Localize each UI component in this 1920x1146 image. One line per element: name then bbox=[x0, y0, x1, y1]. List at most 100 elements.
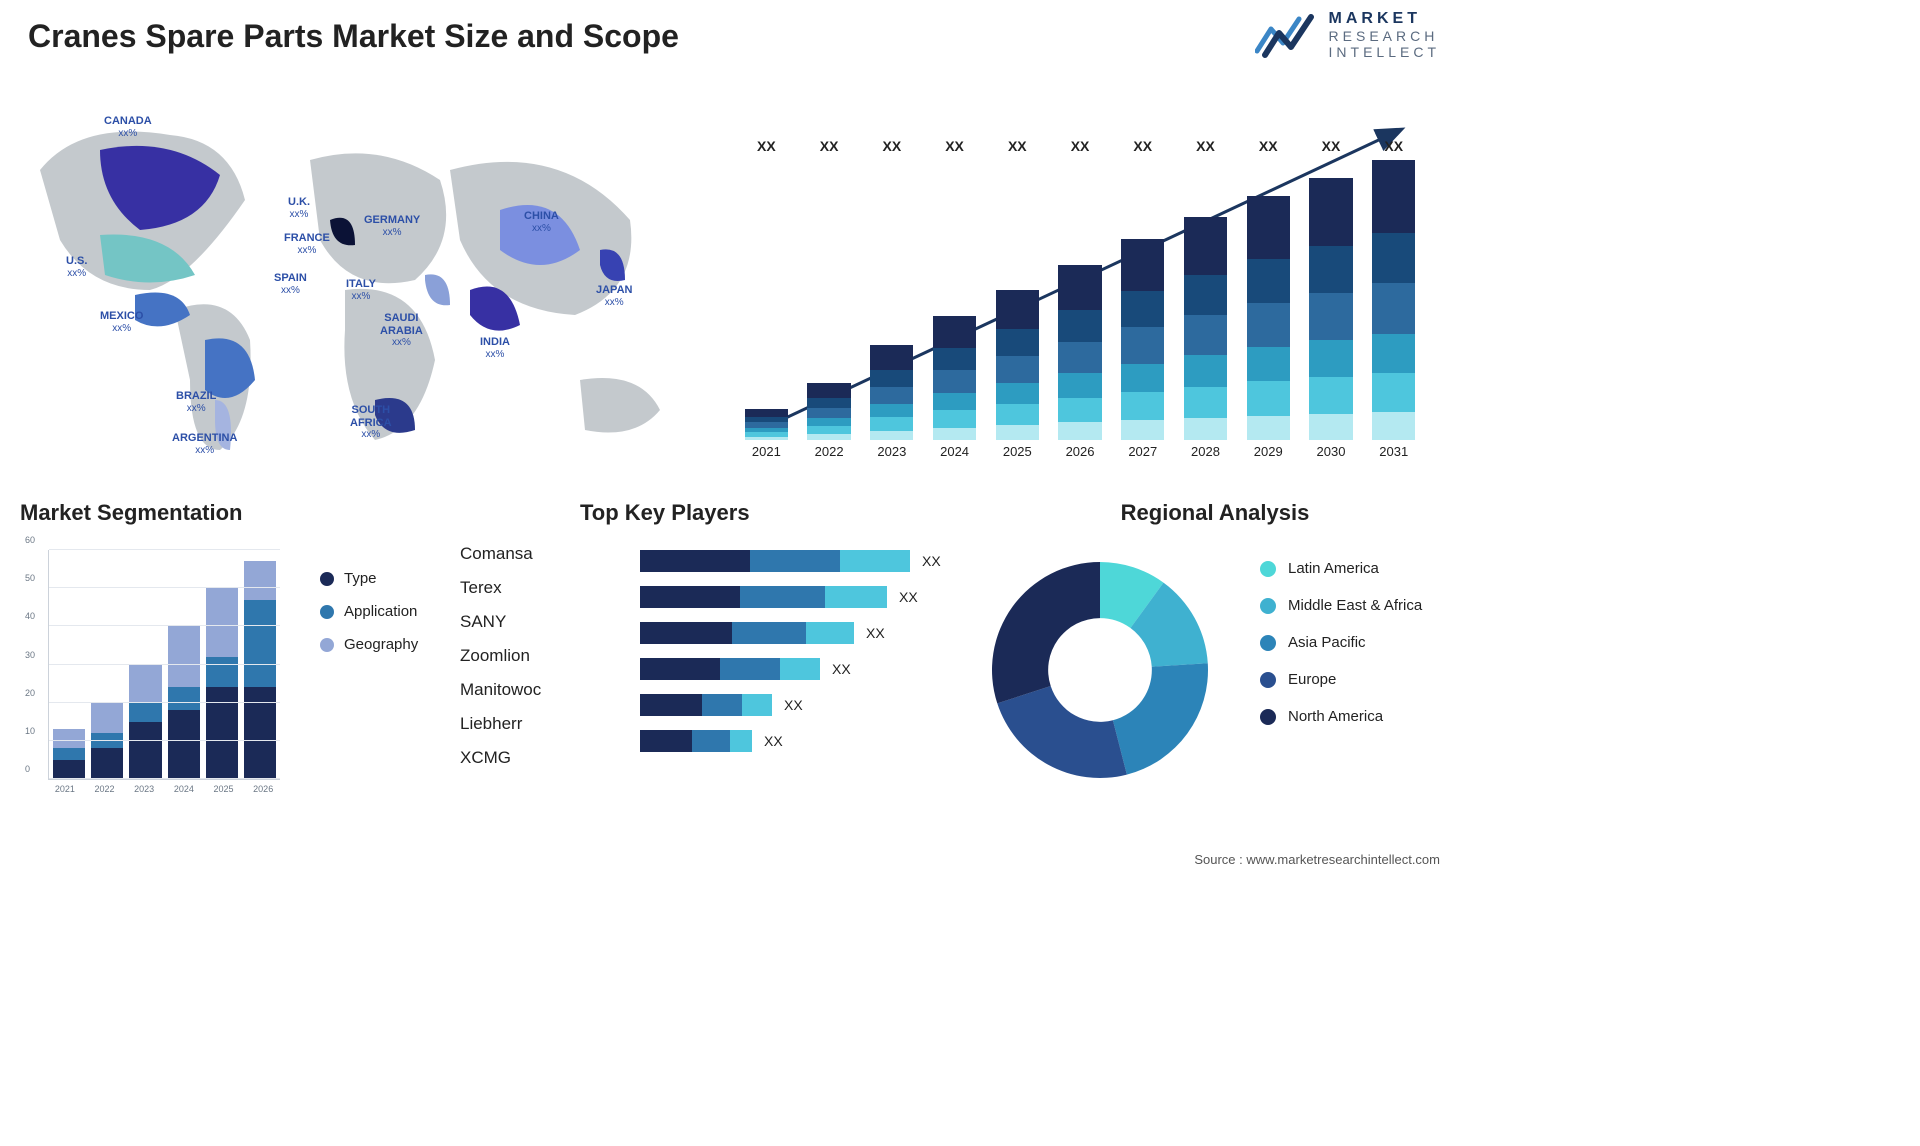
world-map-panel: CANADAxx%U.S.xx%MEXICOxx%BRAZILxx%ARGENT… bbox=[20, 80, 700, 470]
region-legend-item: Middle East & Africa bbox=[1260, 597, 1422, 614]
map-label-france: FRANCExx% bbox=[284, 232, 330, 256]
company-name: SANY bbox=[460, 612, 541, 632]
player-bar-row: XX bbox=[640, 622, 980, 644]
company-name: XCMG bbox=[460, 748, 541, 768]
segmentation-chart: 0102030405060 202120222023202420252026 bbox=[20, 544, 280, 804]
map-label-canada: CANADAxx% bbox=[104, 115, 152, 139]
donut-slice bbox=[992, 562, 1100, 703]
forecast-bar-chart: XXXXXXXXXXXXXXXXXXXXXX 20212022202320242… bbox=[740, 100, 1420, 470]
regional-donut-chart bbox=[980, 550, 1220, 790]
key-players-panel: Top Key Players XX XX XX XX XX XX bbox=[580, 500, 980, 820]
seg-ytick: 60 bbox=[25, 535, 35, 545]
logo-text-1: MARKET bbox=[1329, 10, 1440, 28]
logo-text-3: INTELLECT bbox=[1329, 44, 1440, 60]
forecast-year-label: 2031 bbox=[1367, 444, 1420, 470]
company-name: Manitowoc bbox=[460, 680, 541, 700]
forecast-bar-2028: XX bbox=[1179, 160, 1232, 440]
company-name: Zoomlion bbox=[460, 646, 541, 666]
map-label-argentina: ARGENTINAxx% bbox=[172, 432, 237, 456]
regional-legend: Latin AmericaMiddle East & AfricaAsia Pa… bbox=[1260, 560, 1422, 725]
logo-mark-icon bbox=[1255, 11, 1319, 59]
map-label-saudi-arabia: SAUDIARABIAxx% bbox=[380, 312, 423, 349]
forecast-year-label: 2028 bbox=[1179, 444, 1232, 470]
seg-ytick: 40 bbox=[25, 611, 35, 621]
forecast-year-label: 2021 bbox=[740, 444, 793, 470]
forecast-bar-2024: XX bbox=[928, 160, 981, 440]
brand-logo: MARKET RESEARCH INTELLECT bbox=[1255, 10, 1440, 60]
map-label-japan: JAPANxx% bbox=[596, 284, 632, 308]
forecast-bar-value: XX bbox=[1008, 138, 1027, 286]
forecast-bar-value: XX bbox=[820, 138, 839, 379]
seg-legend-item: Geography bbox=[320, 636, 418, 653]
player-bar-row: XX bbox=[640, 694, 980, 716]
seg-year-label: 2025 bbox=[207, 784, 241, 804]
map-label-u-k-: U.K.xx% bbox=[288, 196, 310, 220]
forecast-bar-value: XX bbox=[1322, 138, 1341, 174]
seg-legend-item: Type bbox=[320, 570, 418, 587]
companies-list: Comansa Terex SANY Zoomlion Manitowoc Liebher… bbox=[460, 544, 541, 768]
page-title: Cranes Spare Parts Market Size and Scope bbox=[28, 18, 679, 55]
seg-ytick: 20 bbox=[25, 688, 35, 698]
forecast-year-label: 2029 bbox=[1242, 444, 1295, 470]
forecast-year-label: 2023 bbox=[865, 444, 918, 470]
region-legend-item: North America bbox=[1260, 708, 1422, 725]
seg-ytick: 0 bbox=[25, 764, 30, 774]
seg-bar-2026 bbox=[244, 561, 276, 779]
player-bar-value: XX bbox=[784, 697, 803, 713]
key-players-title: Top Key Players bbox=[580, 500, 980, 526]
forecast-bar-value: XX bbox=[945, 138, 964, 312]
seg-year-label: 2022 bbox=[88, 784, 122, 804]
forecast-bar-2021: XX bbox=[740, 160, 793, 440]
seg-legend-item: Application bbox=[320, 603, 418, 620]
forecast-bar-2026: XX bbox=[1054, 160, 1107, 440]
map-label-india: INDIAxx% bbox=[480, 336, 510, 360]
map-label-brazil: BRAZILxx% bbox=[176, 390, 216, 414]
forecast-year-label: 2026 bbox=[1054, 444, 1107, 470]
forecast-bar-value: XX bbox=[757, 138, 776, 404]
map-label-spain: SPAINxx% bbox=[274, 272, 307, 296]
segmentation-legend: Type Application Geography bbox=[320, 570, 418, 653]
regional-title: Regional Analysis bbox=[980, 500, 1450, 526]
forecast-bar-2027: XX bbox=[1116, 160, 1169, 440]
forecast-year-label: 2024 bbox=[928, 444, 981, 470]
seg-ytick: 50 bbox=[25, 573, 35, 583]
map-label-germany: GERMANYxx% bbox=[364, 214, 420, 238]
forecast-bar-value: XX bbox=[1071, 138, 1090, 261]
company-name: Liebherr bbox=[460, 714, 541, 734]
seg-bar-2025 bbox=[206, 588, 238, 779]
source-attribution: Source : www.marketresearchintellect.com bbox=[1194, 852, 1440, 867]
player-bar-value: XX bbox=[922, 553, 941, 569]
seg-ytick: 30 bbox=[25, 650, 35, 660]
map-label-u-s-: U.S.xx% bbox=[66, 255, 87, 279]
donut-slice bbox=[1113, 663, 1208, 774]
company-name: Terex bbox=[460, 578, 541, 598]
map-label-south-africa: SOUTHAFRICAxx% bbox=[350, 404, 392, 441]
player-bar-value: XX bbox=[899, 589, 918, 605]
player-bar-row: XX bbox=[640, 550, 980, 572]
segmentation-panel: Market Segmentation 0102030405060 202120… bbox=[20, 500, 560, 820]
seg-year-label: 2024 bbox=[167, 784, 201, 804]
forecast-bar-value: XX bbox=[1196, 138, 1215, 213]
forecast-bar-value: XX bbox=[882, 138, 901, 341]
forecast-bar-2022: XX bbox=[803, 160, 856, 440]
region-legend-item: Europe bbox=[1260, 671, 1422, 688]
forecast-bar-2029: XX bbox=[1242, 160, 1295, 440]
forecast-bar-2025: XX bbox=[991, 160, 1044, 440]
seg-bar-2024 bbox=[168, 626, 200, 779]
player-bar-value: XX bbox=[764, 733, 783, 749]
region-legend-item: Asia Pacific bbox=[1260, 634, 1422, 651]
company-name: Comansa bbox=[460, 544, 541, 564]
logo-text-2: RESEARCH bbox=[1329, 28, 1440, 44]
forecast-year-label: 2030 bbox=[1305, 444, 1358, 470]
regional-panel: Regional Analysis Latin AmericaMiddle Ea… bbox=[980, 500, 1450, 820]
forecast-year-label: 2027 bbox=[1116, 444, 1169, 470]
map-label-italy: ITALYxx% bbox=[346, 278, 376, 302]
seg-bar-2021 bbox=[53, 729, 85, 779]
forecast-year-label: 2022 bbox=[803, 444, 856, 470]
forecast-bar-value: XX bbox=[1133, 138, 1152, 235]
player-bar-row: XX bbox=[640, 586, 980, 608]
forecast-year-label: 2025 bbox=[991, 444, 1044, 470]
player-bar-row: XX bbox=[640, 730, 980, 752]
player-bar-row: XX bbox=[640, 658, 980, 680]
forecast-bar-2031: XX bbox=[1367, 160, 1420, 440]
